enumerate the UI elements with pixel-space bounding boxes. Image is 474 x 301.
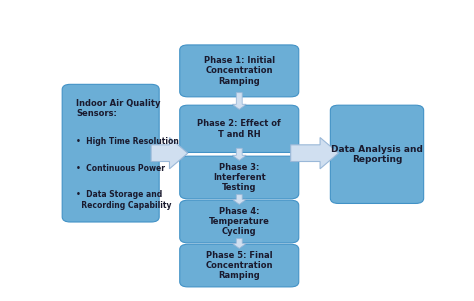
- Text: •  Data Storage and
  Recording Capability: • Data Storage and Recording Capability: [76, 190, 172, 210]
- FancyArrow shape: [232, 93, 246, 109]
- FancyArrow shape: [232, 148, 246, 160]
- Text: Indoor Air Quality
Sensors:: Indoor Air Quality Sensors:: [76, 99, 161, 118]
- FancyArrow shape: [151, 138, 188, 169]
- Text: Phase 1: Initial
Concentration
Ramping: Phase 1: Initial Concentration Ramping: [204, 56, 275, 86]
- FancyBboxPatch shape: [330, 105, 424, 203]
- FancyBboxPatch shape: [180, 156, 299, 199]
- FancyBboxPatch shape: [180, 244, 299, 287]
- Text: Phase 3:
Interferent
Testing: Phase 3: Interferent Testing: [213, 163, 265, 192]
- FancyBboxPatch shape: [62, 84, 159, 222]
- Text: Phase 2: Effect of
T and RH: Phase 2: Effect of T and RH: [197, 119, 281, 138]
- Text: Data Analysis and
Reporting: Data Analysis and Reporting: [331, 144, 423, 164]
- FancyBboxPatch shape: [180, 45, 299, 97]
- Text: Phase 5: Final
Concentration
Ramping: Phase 5: Final Concentration Ramping: [206, 251, 273, 281]
- FancyBboxPatch shape: [180, 200, 299, 243]
- FancyArrow shape: [232, 239, 246, 248]
- FancyArrow shape: [291, 138, 338, 169]
- FancyBboxPatch shape: [180, 105, 299, 153]
- Text: Phase 4:
Temperature
Cycling: Phase 4: Temperature Cycling: [209, 206, 270, 237]
- Text: •  High Time Resolution: • High Time Resolution: [76, 137, 179, 146]
- Text: •  Continuous Power: • Continuous Power: [76, 164, 165, 172]
- FancyArrow shape: [232, 195, 246, 204]
